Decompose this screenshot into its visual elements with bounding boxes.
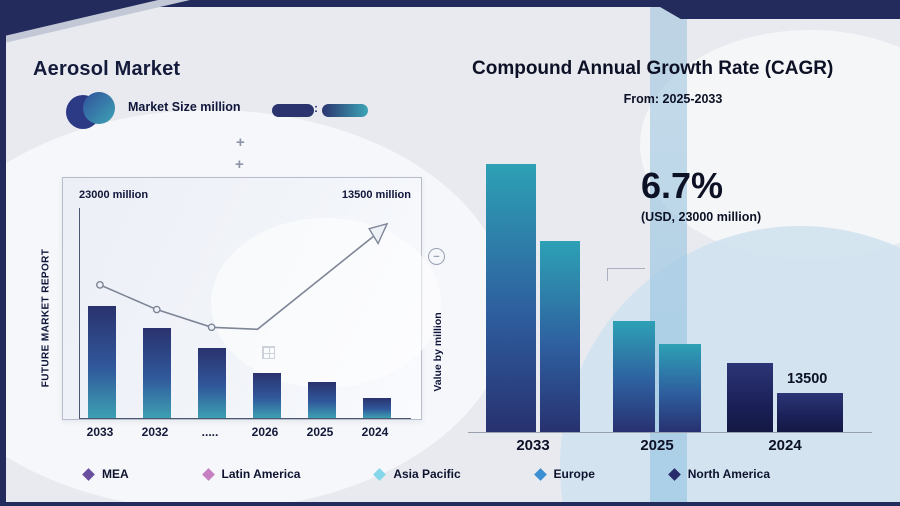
bracket-icon [607, 268, 645, 281]
grid-icon [262, 346, 275, 359]
bars-layer: 2033 2025 2024 [468, 150, 872, 454]
page-title: Aerosol Market [33, 58, 181, 80]
market-size-bar-2032 [143, 328, 171, 418]
x-axis-label: ..... [201, 425, 219, 439]
market-size-bar-2025 [308, 382, 336, 418]
legend-pill-gradient [322, 104, 368, 117]
legend-item-mea: MEA [82, 467, 129, 481]
future-market-report-label: FUTURE MARKET REPORT [40, 248, 52, 388]
corner-accent-top-right [648, 0, 900, 19]
cagr-note: (USD, 23000 million) [641, 210, 762, 224]
market-size-legend-label: Market Size million [128, 100, 241, 114]
cagr-chart: 2033 2025 2024 [468, 150, 872, 454]
legend-label: MEA [102, 467, 129, 481]
legend-diamond-icon [82, 467, 95, 481]
x-axis-label: 2025 [640, 437, 674, 454]
minus-circle-icon: − [428, 248, 445, 265]
market-size-bar-2024 [363, 398, 391, 418]
x-axis-label: 2024 [361, 425, 389, 439]
legend-label: Europe [553, 467, 595, 481]
left-border [0, 0, 6, 506]
market-size-bar-..... [198, 348, 226, 418]
bars-layer [80, 208, 411, 418]
cagr-bar-2024-1 [727, 363, 773, 432]
legend-item-latin-america: Latin America [201, 467, 301, 481]
legend-diamond-icon [667, 467, 681, 481]
plot-area [79, 208, 411, 419]
min-value-label: 13500 million [341, 189, 411, 201]
cagr-bar-2025-1 [613, 321, 655, 432]
plus-icon: + [235, 156, 244, 173]
trend-arrow-line [96, 222, 389, 332]
cagr-bar-2024-2 [777, 393, 843, 432]
cagr-bar-2033-1 [486, 164, 536, 432]
x-axis-label: 2033 [516, 437, 550, 454]
panel-wave-decoration [211, 218, 441, 388]
max-value-label: 23000 million [79, 189, 149, 201]
cagr-subtitle: From: 2025-2033 [623, 92, 723, 106]
region-legend: MEA Latin America Asia Pacific Europe North … [82, 467, 770, 481]
plus-icon: + [236, 134, 245, 151]
market-size-bar-2033 [88, 306, 116, 418]
x-axis-label: 2025 [306, 425, 334, 439]
legend-item-europe: Europe [533, 467, 595, 481]
cagr-bar-2025-2 [659, 344, 701, 432]
colon-separator: : [314, 101, 318, 115]
market-size-chart: 23000 million 13500 million [62, 177, 441, 420]
market-size-bar-2026 [253, 373, 281, 418]
cagr-value: 6.7% [641, 165, 724, 206]
bottom-border [0, 502, 900, 506]
cagr-title: Compound Annual Growth Rate (CAGR) [472, 58, 834, 79]
minus-glyph: − [433, 250, 440, 263]
legend-label: Asia Pacific [393, 467, 461, 481]
legend-label: North America [687, 467, 770, 481]
legend-label: Latin America [221, 467, 301, 481]
legend-diamond-icon [373, 467, 387, 481]
legend-diamond-icon [533, 467, 547, 481]
x-axis-label: 2032 [141, 425, 169, 439]
x-axis-labels: 2033 2032..... 2026 2025 2024 [78, 425, 412, 441]
value-axis-label: Value by million [432, 312, 444, 392]
top-border [0, 0, 900, 7]
pie-slice-icon [83, 92, 115, 124]
legend-diamond-icon [201, 467, 215, 481]
cagr-bar-2033-2 [540, 241, 580, 432]
x-axis-label: 2026 [251, 425, 279, 439]
legend-item-north-america: North America [667, 467, 770, 481]
x-axis-label: 2033 [86, 425, 114, 439]
legend-pill-navy [272, 104, 314, 117]
legend-item-asia-pacific: Asia Pacific [373, 467, 461, 481]
value-callout: 13500 [787, 371, 828, 387]
pie-chart-icon [66, 92, 118, 130]
x-axis-label: 2024 [768, 437, 802, 454]
